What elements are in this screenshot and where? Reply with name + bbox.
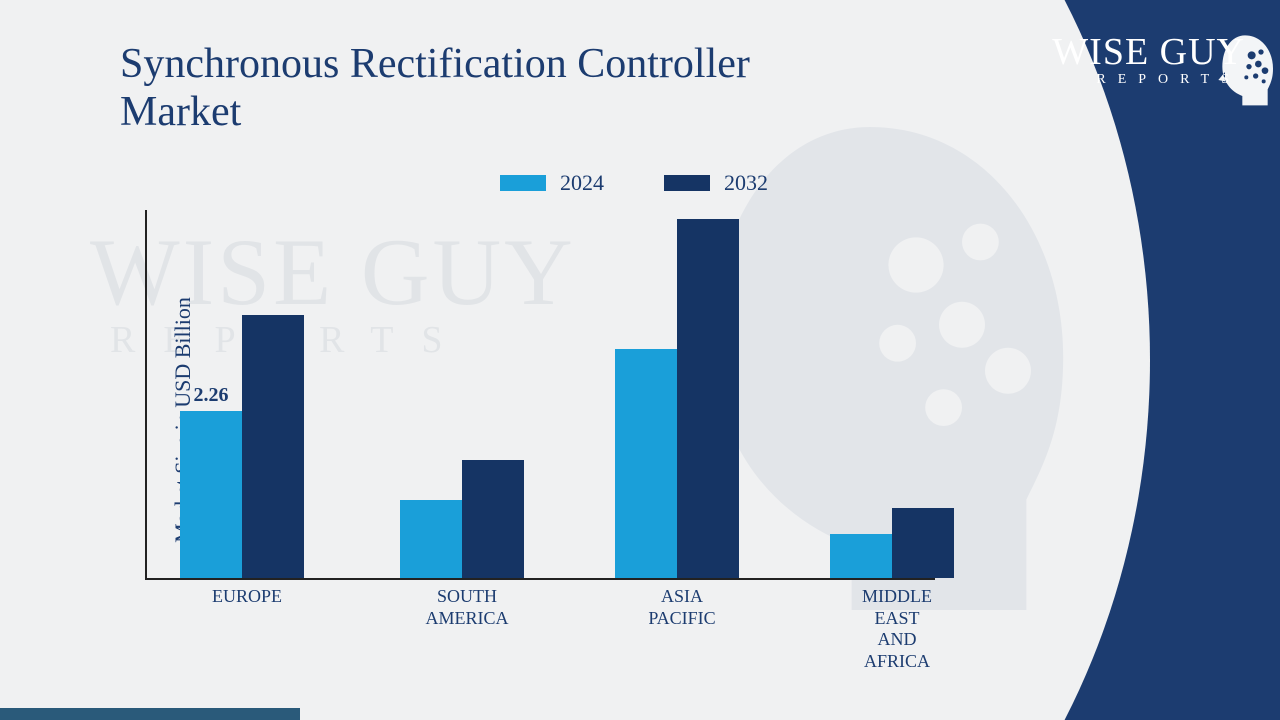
chart: Market Size in USD Billion 2024 2032 2.2… — [70, 170, 940, 670]
legend: 2024 2032 — [500, 170, 768, 196]
bar-2024 — [180, 411, 242, 578]
page-title: Synchronous Rectification Controller Mar… — [120, 40, 770, 137]
bar-2032 — [242, 315, 304, 578]
x-axis-label: ASIAPACIFIC — [597, 586, 767, 629]
x-axis-label: MIDDLEEASTANDAFRICA — [812, 586, 982, 672]
legend-item-2032: 2032 — [664, 170, 768, 196]
x-axis-label: SOUTHAMERICA — [382, 586, 552, 629]
bar-2024 — [830, 534, 892, 578]
bar-2024 — [400, 500, 462, 578]
legend-label-2032: 2032 — [724, 170, 768, 196]
x-axis-label: EUROPE — [162, 586, 332, 608]
bar-2032 — [462, 460, 524, 578]
plot-area: 2.26EUROPESOUTHAMERICAASIAPACIFICMIDDLEE… — [145, 210, 935, 580]
bar-2032 — [892, 508, 954, 578]
bar-2032 — [677, 219, 739, 578]
bar-2024 — [615, 349, 677, 578]
bar-value-label: 2.26 — [180, 384, 242, 407]
brand-head-icon — [1210, 32, 1280, 112]
footer-accent-bar — [0, 708, 300, 720]
legend-label-2024: 2024 — [560, 170, 604, 196]
legend-swatch-2024 — [500, 175, 546, 191]
legend-item-2024: 2024 — [500, 170, 604, 196]
legend-swatch-2032 — [664, 175, 710, 191]
